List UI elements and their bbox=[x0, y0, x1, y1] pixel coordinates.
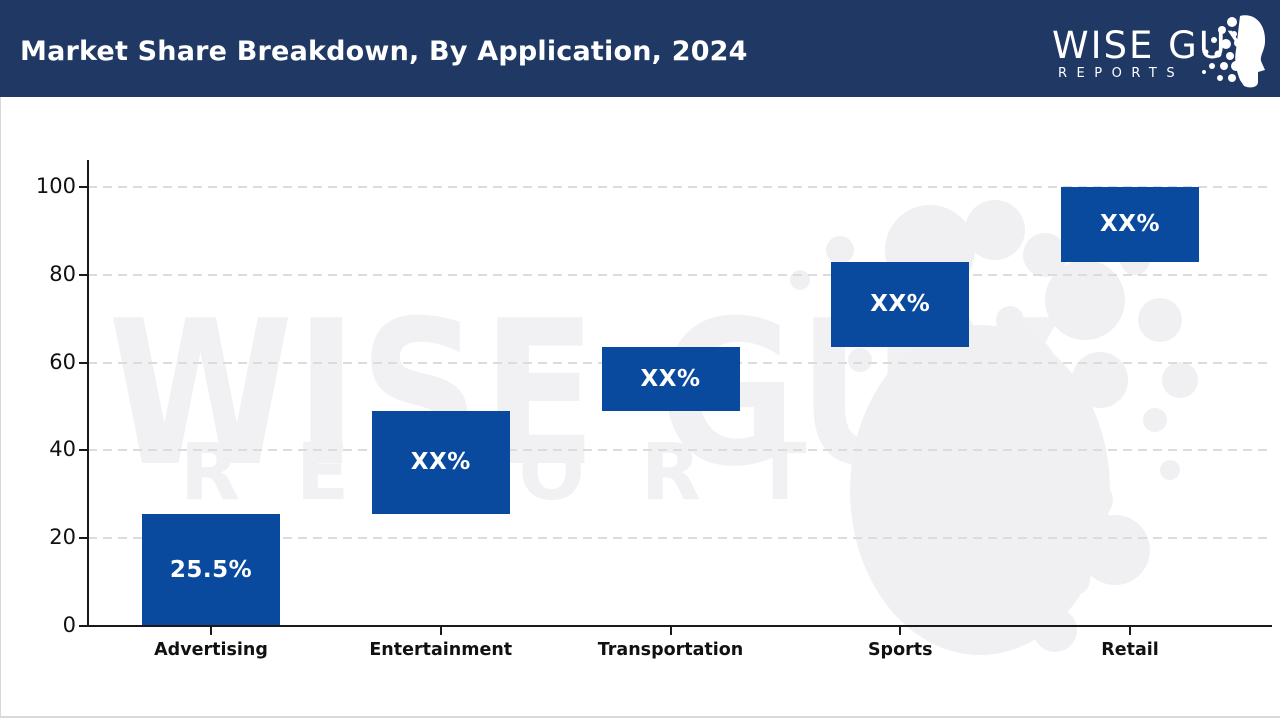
logo-face-icon bbox=[1202, 15, 1266, 88]
bar-sports: XX% bbox=[831, 261, 970, 348]
left-border-line bbox=[0, 97, 1, 718]
x-category-label: Entertainment bbox=[369, 640, 513, 660]
chart-title: Market Share Breakdown, By Application, … bbox=[20, 36, 748, 67]
bar-value-label: 25.5% bbox=[169, 557, 253, 584]
x-axis-line bbox=[87, 625, 1272, 627]
y-tick-label: 40 bbox=[49, 437, 76, 462]
bar-value-label: XX% bbox=[870, 291, 931, 318]
x-tick-mark bbox=[669, 627, 672, 635]
plot-area: 0 20 40 60 80 100 25.5% Advertising XX% Entertain… bbox=[0, 97, 1280, 720]
y-tick-mark bbox=[79, 273, 87, 276]
y-tick-mark bbox=[79, 537, 87, 540]
x-category-label: Retail bbox=[1101, 640, 1159, 660]
header-bar: Market Share Breakdown, By Application, … bbox=[0, 0, 1280, 97]
wise-guy-reports-logo: WISE GUY REPORTS bbox=[1012, 8, 1266, 90]
x-category-label: Transportation bbox=[597, 640, 744, 660]
x-tick-mark bbox=[899, 627, 902, 635]
bottom-border-line bbox=[0, 716, 1280, 718]
bar-value-label: XX% bbox=[410, 449, 471, 476]
y-tick-label: 60 bbox=[49, 349, 76, 374]
y-tick-mark bbox=[79, 186, 87, 188]
y-tick-mark bbox=[79, 449, 87, 452]
bar-advertising: 25.5% bbox=[142, 514, 280, 626]
bar-value-label: XX% bbox=[640, 366, 701, 393]
y-tick-label: 80 bbox=[49, 261, 76, 286]
logo-wordmark: WISE GUY bbox=[1052, 24, 1253, 67]
gridline-y-100 bbox=[88, 186, 1268, 188]
bar-transportation: XX% bbox=[601, 347, 740, 411]
x-category-label: Advertising bbox=[154, 640, 268, 660]
x-tick-mark bbox=[210, 627, 212, 635]
y-tick-label: 0 bbox=[62, 613, 76, 637]
y-tick-mark bbox=[79, 361, 87, 364]
y-tick-mark bbox=[79, 625, 87, 627]
gridline-y-40 bbox=[88, 449, 1268, 452]
y-tick-label: 20 bbox=[49, 525, 76, 550]
gridline-y-20 bbox=[88, 537, 1268, 540]
x-tick-mark bbox=[439, 627, 442, 635]
bar-entertainment: XX% bbox=[371, 410, 510, 515]
y-axis-line bbox=[87, 160, 89, 626]
x-tick-mark bbox=[1129, 627, 1131, 635]
gridline-y-80 bbox=[88, 273, 1268, 276]
x-category-label: Sports bbox=[867, 640, 933, 660]
logo-subtext: REPORTS bbox=[1058, 66, 1185, 81]
bar-value-label: XX% bbox=[1099, 211, 1160, 238]
y-tick-label: 100 bbox=[35, 174, 76, 198]
bar-retail: XX% bbox=[1061, 187, 1199, 262]
